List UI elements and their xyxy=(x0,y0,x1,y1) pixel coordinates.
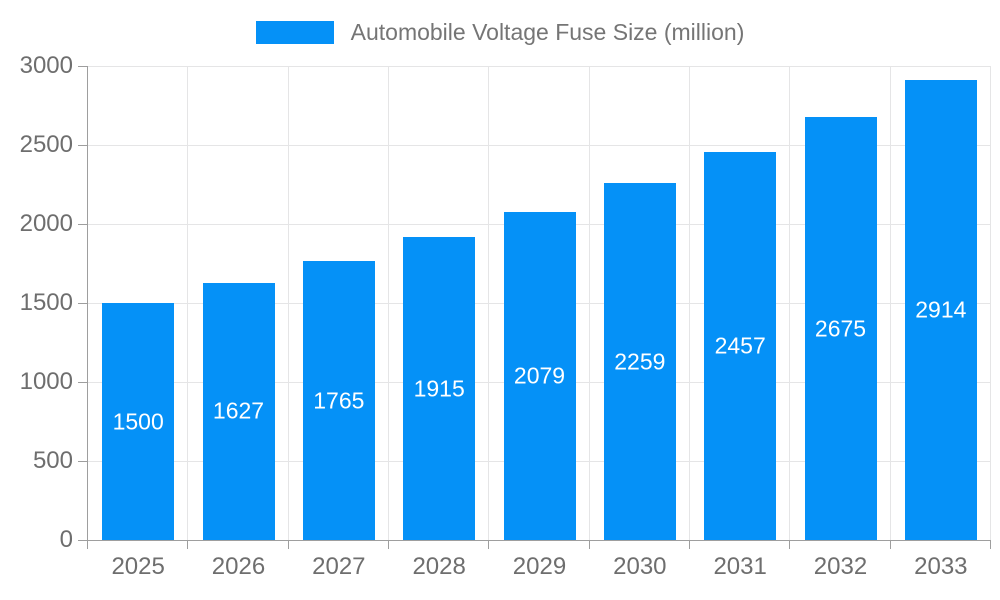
x-axis-tick xyxy=(87,540,88,549)
x-axis-label: 2027 xyxy=(312,553,366,580)
bar-2032[interactable] xyxy=(804,117,877,540)
bar-2033[interactable] xyxy=(904,79,977,540)
gridline-vertical xyxy=(789,66,791,540)
legend-swatch-icon[interactable] xyxy=(255,20,334,44)
gridline-vertical xyxy=(388,66,389,540)
y-axis-label: 1500 xyxy=(19,289,73,316)
gridline-vertical xyxy=(689,66,690,540)
x-axis-label: 2033 xyxy=(914,553,968,580)
y-axis-tick xyxy=(78,223,87,225)
y-axis-label: 1000 xyxy=(19,368,73,395)
bar-2025[interactable] xyxy=(102,303,175,540)
x-axis-tick xyxy=(488,540,490,549)
x-axis-label: 2028 xyxy=(412,553,466,580)
gridline-horizontal xyxy=(88,145,991,146)
y-axis-tick xyxy=(78,460,87,462)
x-axis-tick xyxy=(990,540,991,549)
y-axis-tick xyxy=(78,65,87,67)
x-axis-label: 2031 xyxy=(713,553,767,580)
x-axis-tick xyxy=(187,540,189,549)
y-axis-label: 0 xyxy=(59,526,73,553)
bar-2028[interactable] xyxy=(403,237,476,540)
y-axis-tick xyxy=(78,539,87,541)
y-axis-tick xyxy=(78,144,87,146)
x-axis-label: 2029 xyxy=(512,553,567,580)
gridline-horizontal xyxy=(88,66,991,67)
x-axis-label: 2032 xyxy=(813,553,868,580)
x-axis-label: 2030 xyxy=(613,553,667,580)
x-axis-label: 2026 xyxy=(211,553,266,580)
bar-2027[interactable] xyxy=(302,261,375,540)
y-axis-label: 2500 xyxy=(19,131,73,158)
y-axis-label: 2000 xyxy=(19,210,73,237)
plot-area: 0 500 1000 1500 2000 2500 3000 1500 2025 1627 2026… xyxy=(20,54,991,579)
gridline-vertical xyxy=(588,66,590,540)
x-axis-label: 2025 xyxy=(111,553,165,580)
y-axis-tick xyxy=(78,381,87,383)
x-axis-tick xyxy=(388,540,389,549)
gridline-vertical xyxy=(990,66,991,540)
legend-label[interactable]: Automobile Voltage Fuse Size (million) xyxy=(350,18,745,45)
x-axis-tick xyxy=(789,540,791,549)
gridline-vertical xyxy=(187,66,189,540)
x-axis-tick xyxy=(889,540,891,549)
legend[interactable]: Automobile Voltage Fuse Size (million) xyxy=(0,14,1000,50)
gridline-vertical xyxy=(287,66,289,540)
y-axis-label: 3000 xyxy=(19,52,73,79)
y-axis-label: 500 xyxy=(32,447,73,474)
x-axis-tick xyxy=(287,540,289,549)
x-axis-tick xyxy=(588,540,590,549)
bar-2029[interactable] xyxy=(503,211,576,540)
gridline-vertical xyxy=(889,66,891,540)
bar-2030[interactable] xyxy=(603,183,676,540)
x-axis-tick xyxy=(689,540,690,549)
gridline-vertical xyxy=(488,66,490,540)
bar-2026[interactable] xyxy=(202,282,275,540)
y-axis-tick xyxy=(78,302,87,304)
bar-2031[interactable] xyxy=(704,151,777,540)
